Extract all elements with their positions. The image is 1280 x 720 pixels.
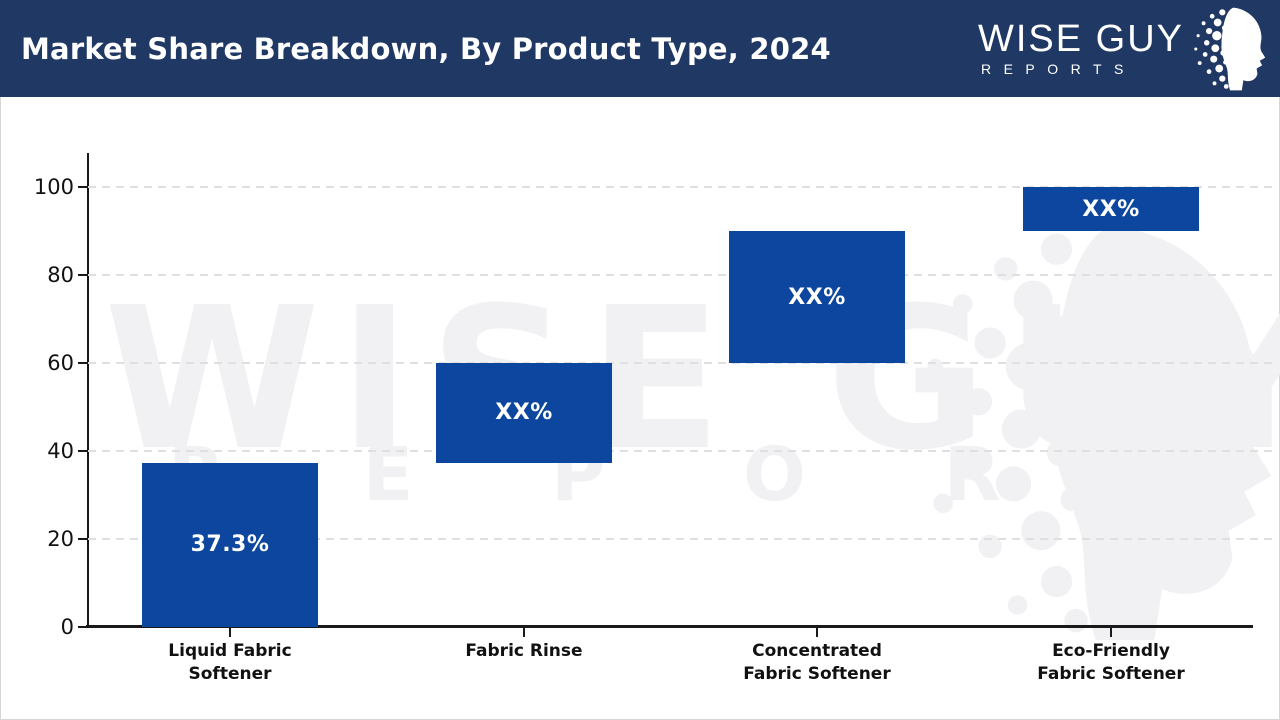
y-axis-tick xyxy=(78,362,87,364)
y-axis-tick xyxy=(78,626,87,628)
x-axis-tick xyxy=(523,628,525,637)
y-axis-tick xyxy=(78,538,87,540)
y-tick-label: 0 xyxy=(60,615,74,639)
category-label: Fabric Rinse xyxy=(465,641,583,661)
logo-wordmark-line2: REPORTS xyxy=(980,61,1136,77)
wiseguy-logo: WISE GUY REPORTS xyxy=(978,6,1266,92)
gridline xyxy=(88,274,1278,276)
y-tick-label: 60 xyxy=(47,351,74,375)
bar-segment-2: XX% xyxy=(436,363,612,463)
logo-wordmark: WISE GUY REPORTS xyxy=(978,20,1184,77)
y-tick-label: 20 xyxy=(47,527,74,551)
bar-segment-4: XX% xyxy=(1023,187,1199,231)
category-label: Liquid Fabric Softener xyxy=(168,641,292,684)
gridline xyxy=(88,538,1278,540)
bar-value-label: 37.3% xyxy=(190,532,270,558)
gridline xyxy=(88,186,1278,188)
gridline xyxy=(88,450,1278,452)
bar-segment-3: XX% xyxy=(729,231,905,363)
gridline xyxy=(88,362,1278,364)
chart-title: Market Share Breakdown, By Product Type,… xyxy=(21,31,831,66)
y-tick-label: 100 xyxy=(33,175,74,199)
y-axis-line xyxy=(87,153,89,628)
bar-segment-1: 37.3% xyxy=(142,462,318,627)
x-axis-tick xyxy=(1110,628,1112,637)
y-axis-tick xyxy=(78,186,87,188)
category-label: Concentrated Fabric Softener xyxy=(743,641,891,684)
y-axis-tick xyxy=(78,274,87,276)
y-tick-label: 40 xyxy=(47,439,74,463)
x-axis-tick xyxy=(229,628,231,637)
category-label: Eco-Friendly Fabric Softener xyxy=(1037,641,1185,684)
header-bar: Market Share Breakdown, By Product Type,… xyxy=(0,0,1280,97)
x-axis-line xyxy=(86,625,1253,628)
logo-wordmark-line1: WISE GUY xyxy=(977,18,1184,60)
x-axis-tick xyxy=(816,628,818,637)
y-axis-tick xyxy=(78,450,87,452)
y-tick-label: 80 xyxy=(47,263,74,287)
bar-value-label: XX% xyxy=(788,284,846,310)
bar-value-label: XX% xyxy=(1082,196,1140,222)
bar-value-label: XX% xyxy=(495,400,553,426)
